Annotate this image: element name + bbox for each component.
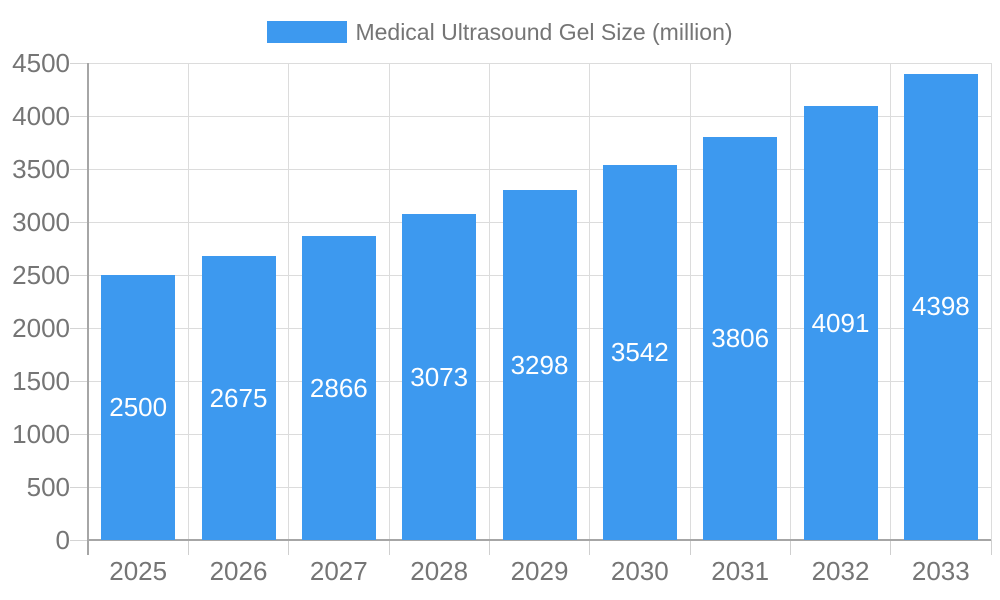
bar: 3298: [502, 190, 577, 540]
x-axis-label: 2031: [711, 556, 770, 586]
y-axis-label: 1500: [12, 366, 70, 396]
x-axis-label: 2029: [510, 556, 569, 586]
bar: 4398: [903, 73, 978, 540]
y-axis-tick: [70, 274, 88, 276]
y-axis-label: 3000: [12, 207, 70, 237]
bar-value-label: 2866: [309, 372, 368, 403]
legend: Medical Ultrasound Gel Size (million): [0, 18, 1000, 46]
x-gridline: [589, 63, 591, 540]
x-axis-label: 2033: [911, 556, 970, 586]
bar: 2675: [201, 256, 276, 540]
y-axis-label: 0: [55, 525, 70, 555]
bar: 3806: [703, 136, 778, 540]
x-axis-label: 2025: [109, 556, 168, 586]
bar-value-label: 2675: [209, 382, 268, 413]
y-gridline: [88, 115, 991, 117]
bar: 3073: [402, 214, 477, 540]
x-gridline: [990, 63, 992, 540]
x-gridline: [488, 63, 490, 540]
bar-value-label: 3542: [610, 336, 669, 367]
legend-series-label: Medical Ultrasound Gel Size (million): [355, 18, 733, 45]
x-axis-tick: [488, 540, 490, 555]
x-axis-tick: [789, 540, 791, 555]
y-axis-tick: [70, 433, 88, 435]
x-gridline: [689, 63, 691, 540]
x-axis-tick: [589, 540, 591, 555]
y-gridline: [88, 62, 991, 64]
bar-value-label: 2500: [109, 392, 168, 422]
y-axis-line: [87, 63, 89, 555]
x-axis-line: [88, 539, 991, 541]
y-axis-label: 500: [26, 472, 70, 502]
y-axis-label: 2000: [12, 313, 70, 343]
x-axis-label: 2027: [309, 556, 368, 586]
bar-value-label: 4091: [811, 307, 870, 338]
x-axis-label: 2032: [811, 556, 870, 586]
x-axis-label: 2030: [610, 556, 669, 586]
x-axis-tick: [689, 540, 691, 555]
y-axis-tick: [70, 168, 88, 170]
y-axis-tick: [70, 486, 88, 488]
y-axis-tick: [70, 62, 88, 64]
x-gridline: [388, 63, 390, 540]
y-axis-tick: [70, 539, 88, 541]
y-axis-label: 2500: [12, 260, 70, 290]
y-axis-label: 4000: [12, 101, 70, 131]
bar-value-label: 4398: [911, 291, 970, 322]
y-axis-tick: [70, 327, 88, 329]
bar-value-label: 3073: [410, 361, 469, 392]
x-axis-tick: [388, 540, 390, 555]
x-gridline: [789, 63, 791, 540]
y-axis-tick: [70, 380, 88, 382]
y-axis-tick: [70, 115, 88, 117]
x-gridline: [187, 63, 189, 540]
x-axis-tick: [288, 540, 290, 555]
bar-value-label: 3806: [711, 322, 770, 353]
legend-swatch-icon: [267, 21, 348, 43]
y-axis-label: 1000: [12, 419, 70, 449]
x-axis-label: 2028: [410, 556, 469, 586]
bar: 2500: [101, 275, 176, 540]
x-axis-tick: [187, 540, 189, 555]
bar: 3542: [602, 164, 677, 540]
bar-value-label: 3298: [510, 349, 569, 380]
y-gridline: [88, 168, 991, 170]
x-axis-tick: [890, 540, 892, 555]
y-axis-label: 4500: [12, 48, 70, 78]
x-axis-tick: [990, 540, 992, 555]
bar: 2866: [301, 236, 376, 540]
y-axis-label: 3500: [12, 154, 70, 184]
bar: 4091: [803, 106, 878, 540]
x-gridline: [288, 63, 290, 540]
x-gridline: [890, 63, 892, 540]
y-axis-tick: [70, 221, 88, 223]
x-axis-label: 2026: [209, 556, 268, 586]
